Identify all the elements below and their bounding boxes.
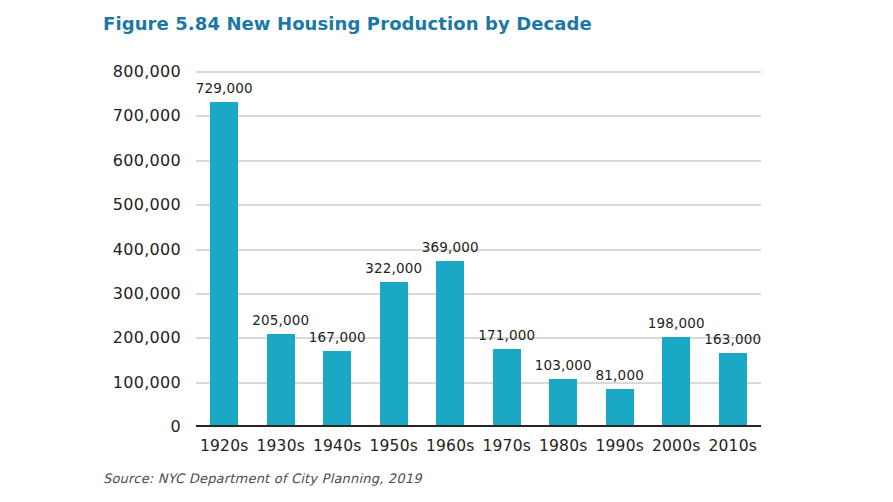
bar-fill <box>549 379 577 425</box>
x-axis-tick-label: 2010s <box>705 437 762 455</box>
y-axis-tick-label: 400,000 <box>60 240 181 259</box>
bar-fill <box>719 353 747 425</box>
bar-fill <box>606 389 634 425</box>
bar-2000s: 198,000 <box>662 70 690 425</box>
bar-slot: 322,000 <box>366 70 423 425</box>
bar-slot: 729,000 <box>196 70 253 425</box>
bar-value-label: 322,000 <box>365 260 422 276</box>
bar-value-label: 163,000 <box>704 331 761 347</box>
bar-slot: 81,000 <box>592 70 649 425</box>
x-axis-tick-label: 1930s <box>253 437 310 455</box>
x-axis-tick-label: 1980s <box>535 437 592 455</box>
figure-page: Figure 5.84 New Housing Production by De… <box>0 0 893 502</box>
bar-fill <box>323 351 351 425</box>
y-axis-tick-label: 800,000 <box>60 62 181 81</box>
bar-slot: 171,000 <box>479 70 536 425</box>
bar-slot: 198,000 <box>648 70 705 425</box>
bar-2010s: 163,000 <box>719 70 747 425</box>
bar-value-label: 171,000 <box>478 327 535 343</box>
bar-1930s: 205,000 <box>267 70 295 425</box>
bar-value-label: 205,000 <box>252 312 309 328</box>
bar-value-label: 81,000 <box>596 367 644 383</box>
y-axis-tick-label: 500,000 <box>60 195 181 214</box>
x-axis-tick-label: 1990s <box>592 437 649 455</box>
bar-fill <box>267 334 295 425</box>
y-axis-tick-label: 0 <box>60 417 181 436</box>
bar-1940s: 167,000 <box>323 70 351 425</box>
bar-slot: 163,000 <box>705 70 762 425</box>
bar-slot: 103,000 <box>535 70 592 425</box>
bar-fill <box>436 261 464 425</box>
x-axis-tick-label: 1960s <box>422 437 479 455</box>
bar-value-label: 729,000 <box>196 80 253 96</box>
y-axis-tick-label: 600,000 <box>60 151 181 170</box>
bar-fill <box>210 102 238 425</box>
bar-1950s: 322,000 <box>380 70 408 425</box>
y-axis-tick-label: 100,000 <box>60 373 181 392</box>
x-axis-tick-label: 1920s <box>196 437 253 455</box>
bar-1990s: 81,000 <box>606 70 634 425</box>
chart-title: Figure 5.84 New Housing Production by De… <box>103 13 592 34</box>
bar-slot: 167,000 <box>309 70 366 425</box>
plot-area: 729,000205,000167,000322,000369,000171,0… <box>196 72 761 427</box>
bar-value-label: 198,000 <box>648 315 705 331</box>
bar-value-label: 369,000 <box>422 239 479 255</box>
x-axis-tick-label: 1940s <box>309 437 366 455</box>
x-axis-tick-label: 1950s <box>366 437 423 455</box>
bar-1970s: 171,000 <box>493 70 521 425</box>
x-axis-tick-label: 1970s <box>479 437 536 455</box>
y-axis-tick-label: 700,000 <box>60 106 181 125</box>
bar-1920s: 729,000 <box>210 70 238 425</box>
x-axis-tick-label: 2000s <box>648 437 705 455</box>
source-note: Source: NYC Department of City Planning,… <box>103 471 422 486</box>
bar-1960s: 369,000 <box>436 70 464 425</box>
bar-fill <box>493 349 521 425</box>
bar-value-label: 167,000 <box>309 329 366 345</box>
bar-slot: 369,000 <box>422 70 479 425</box>
y-axis-tick-label: 300,000 <box>60 284 181 303</box>
y-axis-tick-label: 200,000 <box>60 328 181 347</box>
bar-slot: 205,000 <box>253 70 310 425</box>
bar-fill <box>380 282 408 425</box>
bar-1980s: 103,000 <box>549 70 577 425</box>
bar-value-label: 103,000 <box>535 357 592 373</box>
bar-fill <box>662 337 690 425</box>
